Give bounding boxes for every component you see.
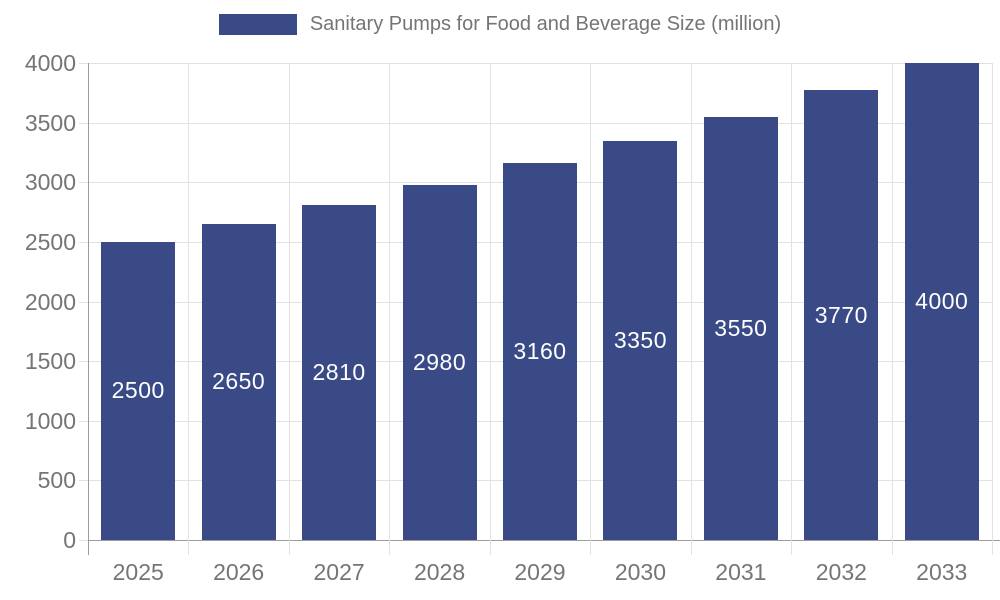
gridline-v (188, 63, 190, 540)
x-tick-mark (590, 540, 592, 555)
x-tick-mark (489, 540, 491, 555)
bar-value-label: 3550 (714, 314, 768, 341)
legend[interactable]: Sanitary Pumps for Food and Beverage Siz… (0, 12, 1000, 36)
y-axis-line (88, 63, 89, 540)
bar-value-label: 2810 (312, 358, 366, 385)
y-tick-label: 0 (63, 527, 76, 553)
y-tick-label: 500 (37, 467, 76, 494)
gridline-v (590, 63, 592, 540)
bar-2027: 2810 (302, 204, 377, 540)
bar-2029: 3160 (503, 163, 577, 540)
y-tick-label: 3000 (24, 169, 76, 196)
bar-value-label: 3770 (814, 301, 868, 328)
y-tick-mark (79, 182, 88, 184)
y-tick-mark (79, 361, 88, 363)
x-tick-label: 2026 (213, 559, 265, 585)
bar-2028: 2980 (402, 184, 477, 540)
y-tick-label: 2000 (24, 288, 76, 315)
x-tick-mark (992, 540, 993, 555)
x-tick-label: 2032 (815, 559, 867, 585)
gridline-v (489, 63, 491, 540)
bar-value-label: 3160 (513, 338, 567, 365)
x-tick-label: 2031 (715, 559, 767, 585)
x-tick-mark (791, 540, 793, 555)
y-tick-mark (79, 122, 88, 124)
y-tick-mark (79, 480, 88, 482)
gridline-v (389, 63, 391, 540)
gridline-v (891, 63, 893, 540)
y-tick-mark (79, 241, 88, 243)
y-tick-label: 4000 (24, 50, 76, 76)
gridline-v (288, 63, 290, 540)
gridline-v (791, 63, 793, 540)
x-axis-line (88, 540, 1000, 541)
y-tick-label: 1500 (24, 348, 76, 375)
x-tick-label: 2027 (313, 559, 365, 585)
bar-2031: 3550 (703, 116, 778, 540)
y-tick-mark (79, 301, 88, 303)
bar-value-label: 4000 (915, 288, 969, 314)
legend-label: Sanitary Pumps for Food and Beverage Siz… (309, 13, 782, 35)
y-tick-label: 1000 (24, 407, 76, 434)
x-tick-label: 2033 (916, 559, 968, 585)
bar-2025: 2500 (101, 241, 176, 540)
x-tick-mark (891, 540, 893, 555)
gridline-v (690, 63, 692, 540)
bar-value-label: 2500 (111, 377, 165, 404)
x-tick-mark (188, 540, 190, 555)
x-tick-mark (88, 540, 89, 555)
x-tick-mark (288, 540, 290, 555)
bar-value-label: 2980 (412, 348, 467, 375)
bar-2033: 4000 (904, 63, 979, 540)
bar-2026: 2650 (201, 223, 276, 540)
gridline-h (88, 122, 992, 124)
bar-2032: 3770 (804, 90, 879, 540)
legend-swatch (218, 13, 297, 35)
x-tick-label: 2029 (514, 559, 566, 585)
x-tick-mark (690, 540, 692, 555)
y-tick-label: 2500 (24, 228, 76, 255)
bar-2030: 3350 (603, 140, 678, 540)
bar-value-label: 2650 (212, 368, 266, 395)
y-tick-mark (79, 420, 88, 422)
gridline-v (992, 63, 993, 540)
gridline-h (88, 63, 992, 64)
y-tick-mark (79, 63, 88, 64)
y-tick-mark (79, 540, 88, 541)
x-tick-label: 2028 (413, 559, 466, 585)
bar-value-label: 3350 (613, 326, 668, 353)
x-tick-label: 2030 (614, 559, 667, 585)
x-tick-label: 2025 (112, 559, 164, 585)
y-tick-label: 3500 (24, 109, 76, 136)
x-tick-mark (389, 540, 391, 555)
